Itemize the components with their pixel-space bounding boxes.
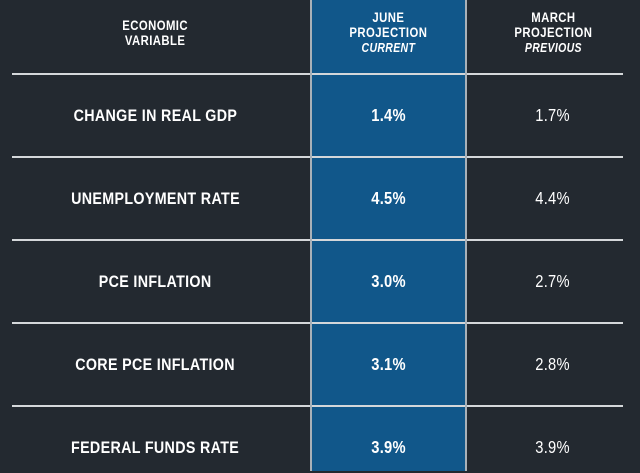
column-divider-left bbox=[310, 0, 312, 471]
march-header-subtitle: PREVIOUS bbox=[524, 40, 582, 55]
june-value: 4.5% bbox=[371, 188, 406, 208]
variable-header: ECONOMIC VARIABLE bbox=[123, 18, 189, 56]
header-cell-variable: ECONOMIC VARIABLE bbox=[0, 0, 311, 73]
march-value-cell: 4.4% bbox=[466, 158, 640, 239]
row-label-cell: FEDERAL FUNDS RATE bbox=[0, 407, 311, 473]
table-row: CORE PCE INFLATION 3.1% 2.8% bbox=[0, 324, 640, 405]
june-header-line2: PROJECTION bbox=[349, 24, 428, 40]
june-value-cell: 3.0% bbox=[311, 241, 466, 322]
column-divider-right bbox=[465, 0, 467, 471]
variable-header-line2: VARIABLE bbox=[125, 32, 186, 48]
table-row: CHANGE IN REAL GDP 1.4% 1.7% bbox=[0, 75, 640, 156]
row-divider bbox=[12, 73, 623, 75]
march-value: 4.4% bbox=[535, 188, 571, 208]
march-value-cell: 1.7% bbox=[466, 75, 640, 156]
march-value-cell: 2.7% bbox=[466, 241, 640, 322]
variable-label: UNEMPLOYMENT RATE bbox=[71, 188, 240, 208]
june-column-highlight bbox=[311, 0, 466, 471]
row-divider bbox=[12, 405, 623, 407]
table-row: UNEMPLOYMENT RATE 4.5% 4.4% bbox=[0, 158, 640, 239]
june-value-cell: 4.5% bbox=[311, 158, 466, 239]
march-value: 2.8% bbox=[535, 354, 571, 374]
march-value: 3.9% bbox=[535, 437, 571, 457]
row-label-cell: UNEMPLOYMENT RATE bbox=[0, 158, 311, 239]
row-label-cell: CORE PCE INFLATION bbox=[0, 324, 311, 405]
variable-label: CHANGE IN REAL GDP bbox=[73, 105, 238, 125]
variable-label: FEDERAL FUNDS RATE bbox=[71, 437, 240, 457]
march-value: 2.7% bbox=[535, 271, 571, 291]
variable-label: CORE PCE INFLATION bbox=[75, 354, 236, 374]
row-label-cell: PCE INFLATION bbox=[0, 241, 311, 322]
june-value-cell: 3.1% bbox=[311, 324, 466, 405]
march-header-line2: PROJECTION bbox=[514, 24, 592, 40]
march-header: MARCH PROJECTION PREVIOUS bbox=[514, 10, 592, 64]
header-cell-june: JUNE PROJECTION CURRENT bbox=[311, 0, 466, 73]
table-row: FEDERAL FUNDS RATE 3.9% 3.9% bbox=[0, 407, 640, 473]
june-value: 3.1% bbox=[371, 354, 406, 374]
june-value: 1.4% bbox=[371, 105, 406, 125]
row-label-cell: CHANGE IN REAL GDP bbox=[0, 75, 311, 156]
june-header-line1: JUNE bbox=[372, 9, 405, 25]
june-value: 3.0% bbox=[371, 271, 406, 291]
bottom-edge bbox=[0, 471, 640, 473]
june-value-cell: 1.4% bbox=[311, 75, 466, 156]
march-value-cell: 3.9% bbox=[466, 407, 640, 473]
march-header-line1: MARCH bbox=[530, 9, 576, 25]
header-cell-march: MARCH PROJECTION PREVIOUS bbox=[466, 0, 640, 73]
march-value-cell: 2.8% bbox=[466, 324, 640, 405]
header-row: ECONOMIC VARIABLE JUNE PROJECTION CURREN… bbox=[0, 0, 640, 73]
row-divider bbox=[12, 156, 623, 158]
table-row: PCE INFLATION 3.0% 2.7% bbox=[0, 241, 640, 322]
variable-label: PCE INFLATION bbox=[99, 271, 212, 291]
row-divider bbox=[12, 239, 623, 241]
june-header: JUNE PROJECTION CURRENT bbox=[350, 10, 428, 64]
march-value: 1.7% bbox=[535, 105, 571, 125]
variable-header-line1: ECONOMIC bbox=[122, 17, 189, 33]
june-value: 3.9% bbox=[371, 437, 406, 457]
june-value-cell: 3.9% bbox=[311, 407, 466, 473]
june-header-subtitle: CURRENT bbox=[361, 40, 416, 55]
row-divider bbox=[12, 322, 623, 324]
